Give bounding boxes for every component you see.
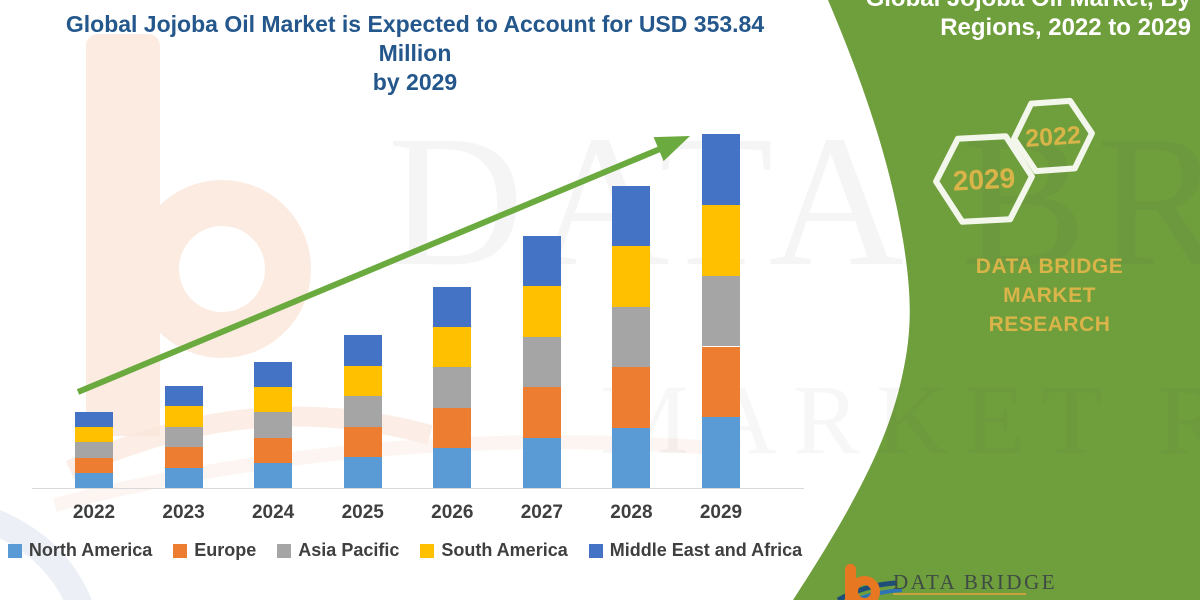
bar-segment-asia-pacific-2024: [254, 412, 293, 438]
bar-segment-europe-2023: [164, 447, 203, 468]
side-panel-title-line1: Global Jojoba Oil Market, By: [861, 0, 1191, 13]
bar-segment-middle-east-and-africa-2029: [702, 134, 740, 205]
x-axis-line: [32, 488, 804, 489]
bar-segment-europe-2027: [522, 387, 561, 438]
bar-segment-north-america-2026: [433, 447, 472, 488]
legend-item-middle-east-and-africa: Middle East and Africa: [588, 540, 803, 561]
chart-title-line2: by 2029: [372, 69, 458, 95]
bar-segment-north-america-2027: [522, 437, 561, 488]
legend-item-north-america: North America: [7, 540, 153, 561]
bar-segment-asia-pacific-2028: [612, 306, 651, 368]
bar-segment-north-america-2025: [343, 457, 382, 488]
chart-legend: North America Europe Asia Pacific South Ame…: [7, 540, 802, 561]
hexagon-2022-badge: 2022: [1011, 97, 1095, 175]
growth-arrow-icon: [76, 136, 690, 395]
bar-segment-north-america-2029: [702, 417, 740, 488]
legend-label: Asia Pacific: [298, 540, 400, 560]
bar-segment-middle-east-and-africa-2023: [164, 386, 203, 407]
side-panel-brand-line1: DATA BRIDGE MARKET: [975, 255, 1124, 307]
side-panel-title-line2: Regions, 2022 to 2029: [940, 14, 1191, 41]
bar-segment-middle-east-and-africa-2027: [522, 236, 561, 287]
bar-segment-south-america-2026: [433, 327, 472, 368]
bar-segment-south-america-2025: [343, 365, 382, 397]
x-axis-label-2029: 2029: [699, 502, 743, 523]
bar-segment-north-america-2024: [254, 462, 293, 488]
bar-segment-asia-pacific-2022: [75, 442, 113, 458]
bar-segment-europe-2025: [343, 426, 382, 458]
footer-logo-b-bowl-icon: [849, 576, 880, 600]
side-panel-brand-line2: RESEARCH: [988, 313, 1111, 336]
bar-segment-middle-east-and-africa-2026: [433, 287, 472, 328]
bar-segment-europe-2029: [702, 346, 740, 418]
legend-item-asia-pacific: Asia Pacific: [277, 540, 399, 561]
legend-swatch-icon: [420, 543, 435, 558]
bar-segment-asia-pacific-2023: [164, 426, 203, 448]
bar-segment-north-america-2022: [75, 472, 113, 488]
x-axis-label-2028: 2028: [610, 502, 653, 523]
legend-label: Europe: [194, 540, 257, 560]
x-axis-label-2027: 2027: [520, 502, 563, 523]
bar-segment-north-america-2028: [612, 427, 651, 488]
legend-item-europe: Europe: [173, 540, 256, 561]
bar-segment-south-america-2024: [254, 387, 293, 413]
bar-segment-europe-2024: [254, 437, 293, 463]
footer-brand-text: DATA BRIDGE: [893, 570, 1058, 594]
bar-segment-middle-east-and-africa-2022: [75, 412, 113, 428]
footer-logo-b-icon: [845, 564, 856, 600]
hexagon-2029-badge: 2029: [933, 133, 1035, 225]
bar-segment-north-america-2023: [164, 467, 203, 488]
bar-segment-south-america-2022: [75, 427, 113, 443]
legend-label: North America: [28, 540, 153, 560]
chart-title: Global Jojoba Oil Market is Expected to …: [35, 10, 795, 97]
bar-segment-south-america-2028: [612, 246, 651, 307]
x-axis-label-2025: 2025: [341, 502, 384, 523]
side-panel-brand-text: DATA BRIDGE MARKET RESEARCH: [927, 252, 1172, 339]
footer-sub-text: MARKET RESEARCH: [893, 597, 1055, 600]
bar-segment-asia-pacific-2029: [702, 275, 740, 347]
side-panel-title: Global Jojoba Oil Market, By Regions, 20…: [861, 0, 1191, 42]
legend-label: Middle East and Africa: [609, 540, 803, 560]
bar-segment-asia-pacific-2025: [343, 396, 382, 427]
legend-swatch-icon: [588, 543, 603, 558]
bar-segment-europe-2022: [75, 457, 113, 473]
legend-item-south-america: South America: [420, 540, 568, 561]
bar-segment-south-america-2027: [522, 286, 561, 337]
bar-segment-middle-east-and-africa-2025: [343, 335, 382, 366]
bar-segment-europe-2028: [612, 367, 651, 428]
bar-segment-south-america-2029: [702, 204, 740, 276]
footer-sub-text-clipped: MARKET RESEARCH: [893, 596, 1113, 600]
legend-swatch-icon: [277, 543, 292, 558]
legend-swatch-icon: [7, 543, 22, 558]
footer-brand-underline: [893, 593, 1026, 595]
chart-title-line1: Global Jojoba Oil Market is Expected to …: [65, 11, 765, 66]
x-axis-label-2023: 2023: [162, 502, 205, 523]
bar-segment-middle-east-and-africa-2024: [254, 362, 293, 388]
hexagon-2022-label: 2022: [1024, 121, 1081, 153]
hexagon-2029-label: 2029: [952, 162, 1016, 196]
bar-segment-europe-2026: [433, 407, 472, 448]
bar-segment-asia-pacific-2026: [433, 367, 472, 408]
x-axis-label-2024: 2024: [251, 502, 295, 523]
x-axis-label-2026: 2026: [431, 502, 474, 523]
x-axis-label-2022: 2022: [72, 502, 116, 523]
bar-segment-middle-east-and-africa-2028: [612, 186, 651, 247]
bar-segment-asia-pacific-2027: [522, 336, 561, 388]
bar-segment-south-america-2023: [164, 406, 203, 427]
legend-swatch-icon: [173, 543, 188, 558]
legend-label: South America: [441, 540, 568, 560]
